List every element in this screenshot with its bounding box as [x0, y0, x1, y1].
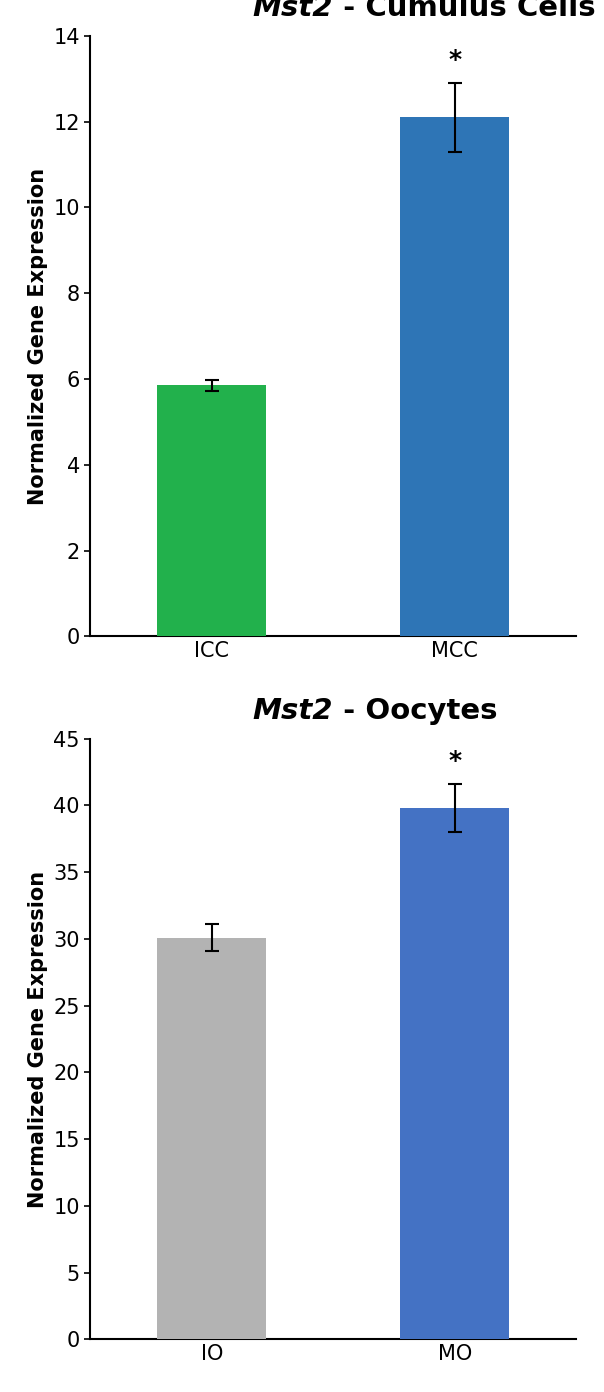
Y-axis label: Normalized Gene Expression: Normalized Gene Expression: [28, 167, 48, 505]
Bar: [157, 386, 266, 636]
Text: - Oocytes: - Oocytes: [333, 697, 498, 725]
Text: - Cumulus Cells: - Cumulus Cells: [333, 0, 596, 22]
Bar: [157, 938, 266, 1339]
Bar: [400, 117, 509, 636]
Bar: [400, 809, 509, 1339]
Text: Mst2: Mst2: [252, 697, 333, 725]
Text: *: *: [448, 749, 461, 774]
Text: Mst2: Mst2: [252, 0, 333, 22]
Text: *: *: [448, 49, 461, 72]
Y-axis label: Normalized Gene Expression: Normalized Gene Expression: [28, 870, 48, 1208]
